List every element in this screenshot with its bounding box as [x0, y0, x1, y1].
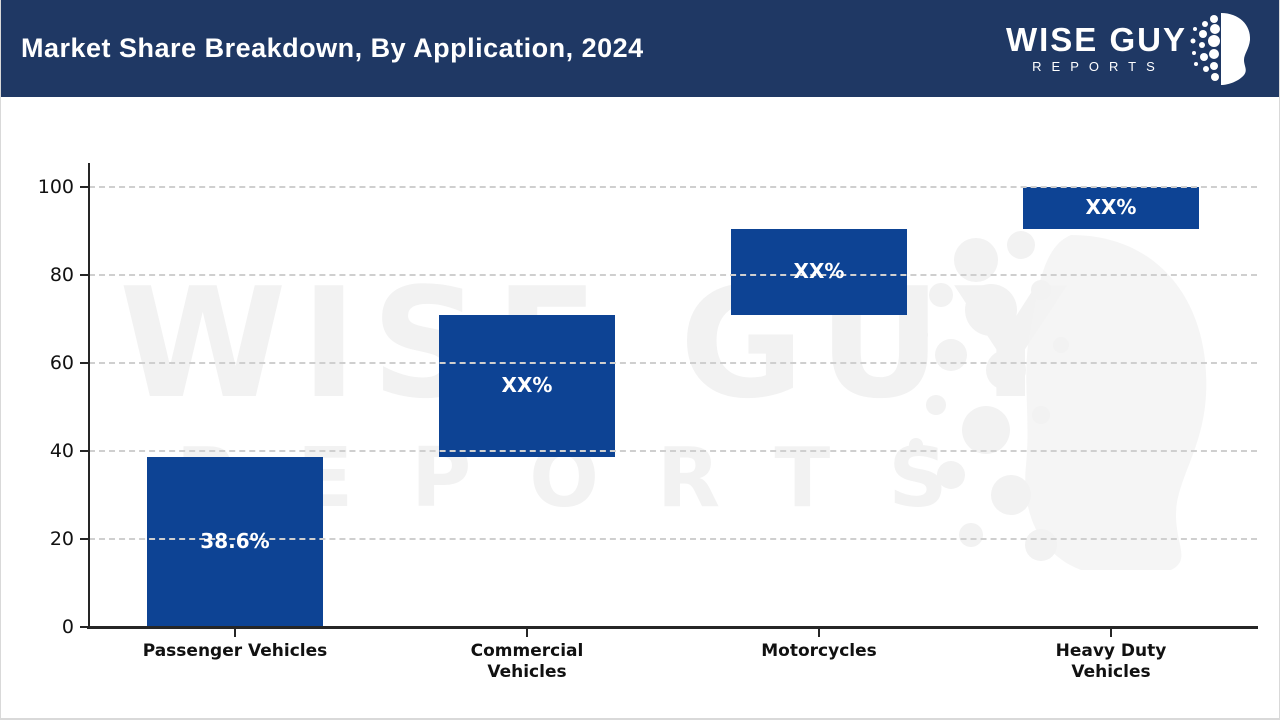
x-tick-mark	[1110, 629, 1112, 637]
bar-3	[731, 228, 907, 315]
bar-value-label: XX%	[501, 372, 553, 397]
y-tick-mark	[80, 362, 88, 364]
bar-value-label: XX%	[1085, 194, 1137, 219]
page-title: Market Share Breakdown, By Application, …	[21, 33, 644, 63]
y-tick-label: 100	[37, 176, 74, 198]
x-category-label: Motorcycles	[761, 641, 877, 661]
gridline-y-100	[89, 186, 1257, 188]
y-tick-label: 20	[49, 528, 74, 550]
logo-wordmark: WISE GUY	[1005, 21, 1187, 58]
x-axis-line	[87, 626, 1258, 629]
y-tick-mark	[80, 626, 88, 628]
x-category-label: Heavy Duty Vehicles	[1055, 641, 1167, 683]
logo-face-icon	[1190, 12, 1251, 85]
bar-1	[147, 457, 323, 627]
gridline-y-60	[89, 362, 1257, 364]
bar-2	[439, 314, 615, 458]
y-tick-label: 60	[49, 352, 74, 374]
x-tick-mark	[526, 629, 528, 637]
x-category-label: Passenger Vehicles	[142, 641, 328, 661]
y-tick-label: 40	[49, 440, 74, 462]
x-category-label: Commercial Vehicles	[470, 641, 584, 683]
watermark-face	[909, 231, 1207, 570]
bar-value-label: XX%	[793, 258, 845, 283]
y-tick-mark	[80, 538, 88, 540]
x-tick-mark	[818, 629, 820, 637]
header: Market Share Breakdown, By Application, …	[1, 0, 1279, 97]
y-tick-mark	[80, 274, 88, 276]
y-tick-mark	[80, 186, 88, 188]
bar-value-label: 38.6%	[200, 529, 270, 554]
y-tick-label: 0	[61, 616, 74, 638]
logo-subtext: REPORTS	[1032, 59, 1165, 74]
y-axis-line	[88, 163, 90, 628]
logo-wordmark-block: WISE GUY REPORTS	[1006, 23, 1187, 74]
bar-4	[1023, 187, 1199, 229]
y-tick-label: 80	[49, 264, 74, 286]
y-tick-mark	[80, 450, 88, 452]
x-tick-mark	[234, 629, 236, 637]
gridline-y-20	[89, 538, 1257, 540]
gridline-y-80	[89, 274, 1257, 276]
gridline-y-40	[89, 450, 1257, 452]
brand-logo: WISE GUY REPORTS	[1006, 11, 1255, 87]
